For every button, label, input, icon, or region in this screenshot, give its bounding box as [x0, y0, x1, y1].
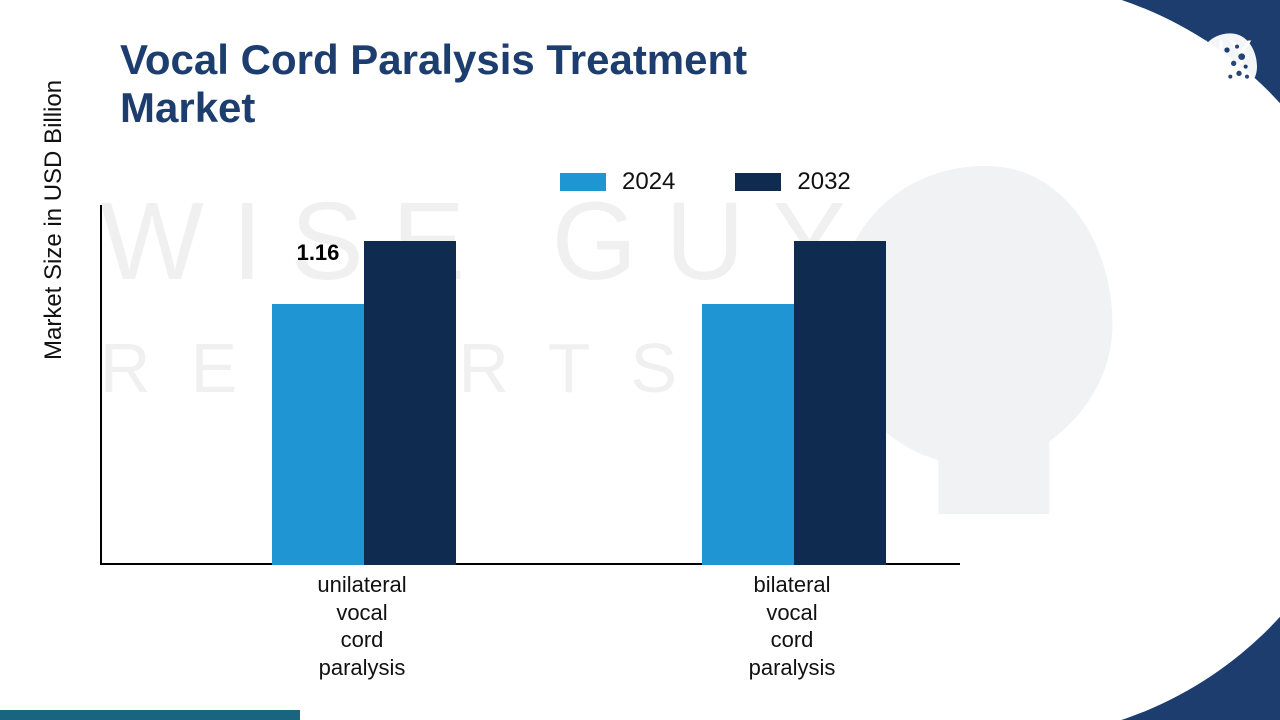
legend-label-2024: 2024	[622, 168, 675, 196]
legend-swatch-2032	[735, 173, 781, 191]
bottom-accent-bar	[0, 710, 300, 720]
x-axis-category-label: unilateral vocal cord paralysis	[317, 571, 406, 681]
legend-label-2032: 2032	[797, 168, 850, 196]
bar	[364, 241, 456, 565]
bar	[794, 241, 886, 565]
legend-item-2024: 2024	[560, 168, 675, 196]
bar	[272, 304, 364, 565]
brand-head-icon	[1192, 30, 1262, 110]
x-axis-category-label: bilateral vocal cord paralysis	[749, 571, 836, 681]
chart-title: Vocal Cord Paralysis Treatment Market	[120, 36, 840, 133]
bar-value-label: 1.16	[297, 240, 340, 272]
bar	[702, 304, 794, 565]
chart-canvas: WISE GUY REPORTS Vocal Cord Paralysis Tr…	[0, 0, 1280, 720]
legend-item-2032: 2032	[735, 168, 850, 196]
plot-area: 1.16	[100, 205, 960, 565]
legend: 2024 2032	[560, 168, 851, 196]
legend-swatch-2024	[560, 173, 606, 191]
y-axis-label: Market Size in USD Billion	[40, 80, 68, 360]
x-axis-labels: unilateral vocal cord paralysis bilateral…	[100, 565, 960, 705]
